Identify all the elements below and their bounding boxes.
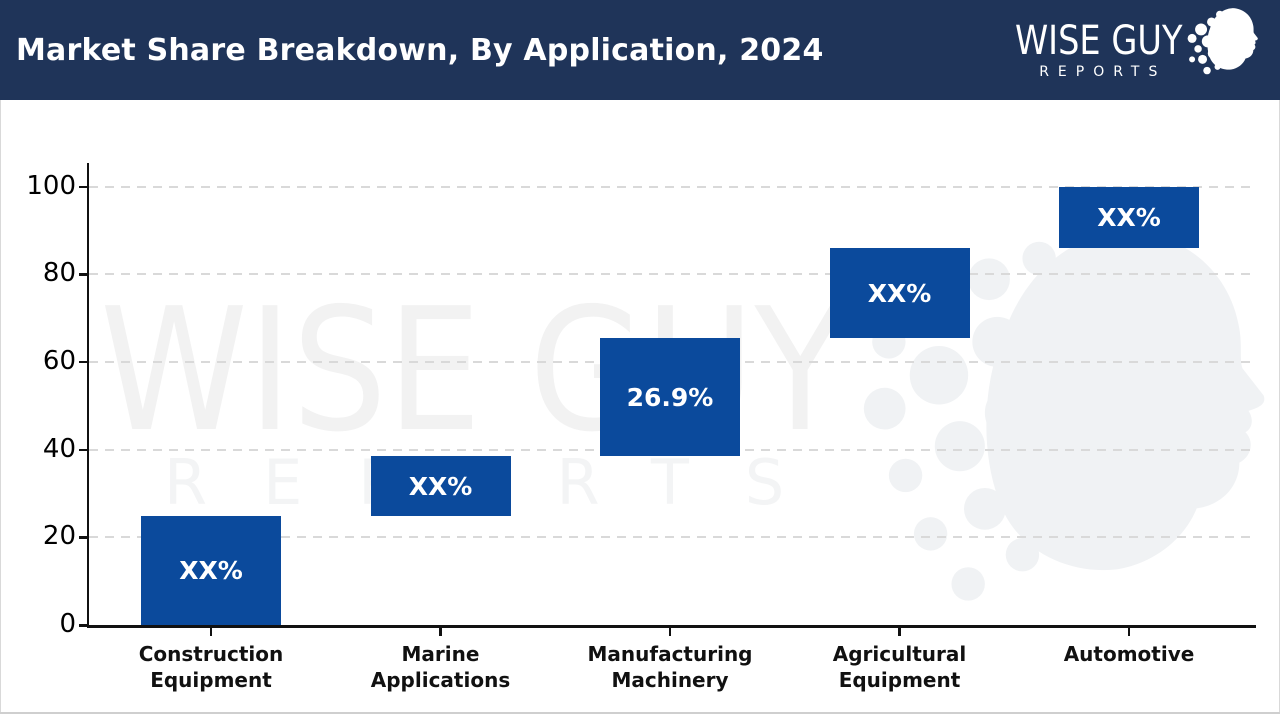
category-label-line: Equipment — [150, 668, 272, 692]
gridline-20 — [88, 536, 1256, 539]
y-tick-mark — [78, 536, 87, 539]
x-tick-mark — [898, 628, 901, 636]
bar-marine-applications: XX% — [370, 456, 511, 517]
x-tick-mark — [668, 628, 672, 636]
y-tick-mark — [78, 360, 87, 364]
x-tick-mark — [209, 628, 213, 636]
category-label-marine-applications: Marine Applications — [326, 641, 556, 693]
category-label-construction-equipment: Construction Equipment — [96, 641, 326, 693]
x-tick-mark — [1127, 628, 1131, 636]
bar-value-label: XX% — [1097, 202, 1161, 232]
bar-automotive: XX% — [1059, 186, 1199, 249]
category-label-line: Equipment — [838, 668, 961, 692]
bar-value-label: XX% — [179, 556, 243, 586]
bar-agricultural-equipment: XX% — [829, 248, 970, 339]
x-tick-mark — [439, 628, 442, 636]
left-border — [0, 100, 1, 713]
category-label-manufacturing-machinery: Manufacturing Machinery — [555, 641, 785, 693]
y-tick-mark — [78, 273, 87, 276]
category-label-line: Agricultural — [832, 642, 967, 666]
bar-value-label: XX% — [867, 278, 932, 308]
logo-wordmark: WISE GUY REPORTS — [999, 21, 1198, 80]
bar-construction-equipment: XX% — [141, 516, 281, 625]
gridline-100 — [88, 185, 1256, 188]
header: Market Share Breakdown, By Application, … — [0, 0, 1280, 100]
logo-head-icon — [1187, 8, 1258, 75]
watermark-head-icon — [863, 231, 1265, 601]
y-tick-label: 20 — [42, 521, 76, 552]
category-label-line: Machinery — [611, 668, 729, 692]
y-tick-mark — [78, 624, 87, 627]
page-title: Market Share Breakdown, By Application, … — [16, 32, 824, 68]
y-tick-mark — [78, 448, 87, 452]
y-tick-mark — [78, 185, 87, 188]
bottom-divider — [0, 712, 1280, 714]
category-label-agricultural-equipment: Agricultural Equipment — [785, 641, 1015, 693]
bar-value-label: XX% — [408, 471, 473, 501]
category-label-line: Applications — [370, 668, 511, 692]
gridline-80 — [88, 273, 1256, 276]
category-label-line: Manufacturing — [587, 642, 753, 666]
bar-value-label: 26.9% — [626, 382, 714, 412]
category-label-automotive: Automotive — [1014, 641, 1244, 667]
brand-logo: WISE GUY REPORTS — [999, 7, 1260, 93]
waterfall-chart: 0 20 40 60 80 100 XX% Construction Equipment XX% M… — [0, 100, 1280, 713]
y-tick-label: 40 — [42, 433, 76, 464]
x-axis-line — [86, 625, 1256, 628]
logo-wordmark-line1: WISE GUY — [1014, 17, 1183, 64]
category-label-line: Marine — [401, 642, 480, 666]
category-label-line: Construction — [138, 642, 284, 666]
y-axis-line — [86, 163, 89, 628]
y-tick-label: 0 — [59, 609, 76, 639]
y-tick-label: 100 — [26, 170, 76, 201]
y-tick-label: 80 — [42, 258, 76, 289]
category-label-line: Automotive — [1063, 642, 1195, 666]
y-tick-label: 60 — [42, 345, 76, 376]
logo-wordmark-line2: REPORTS — [1039, 63, 1167, 80]
bar-manufacturing-machinery: 26.9% — [600, 338, 740, 457]
